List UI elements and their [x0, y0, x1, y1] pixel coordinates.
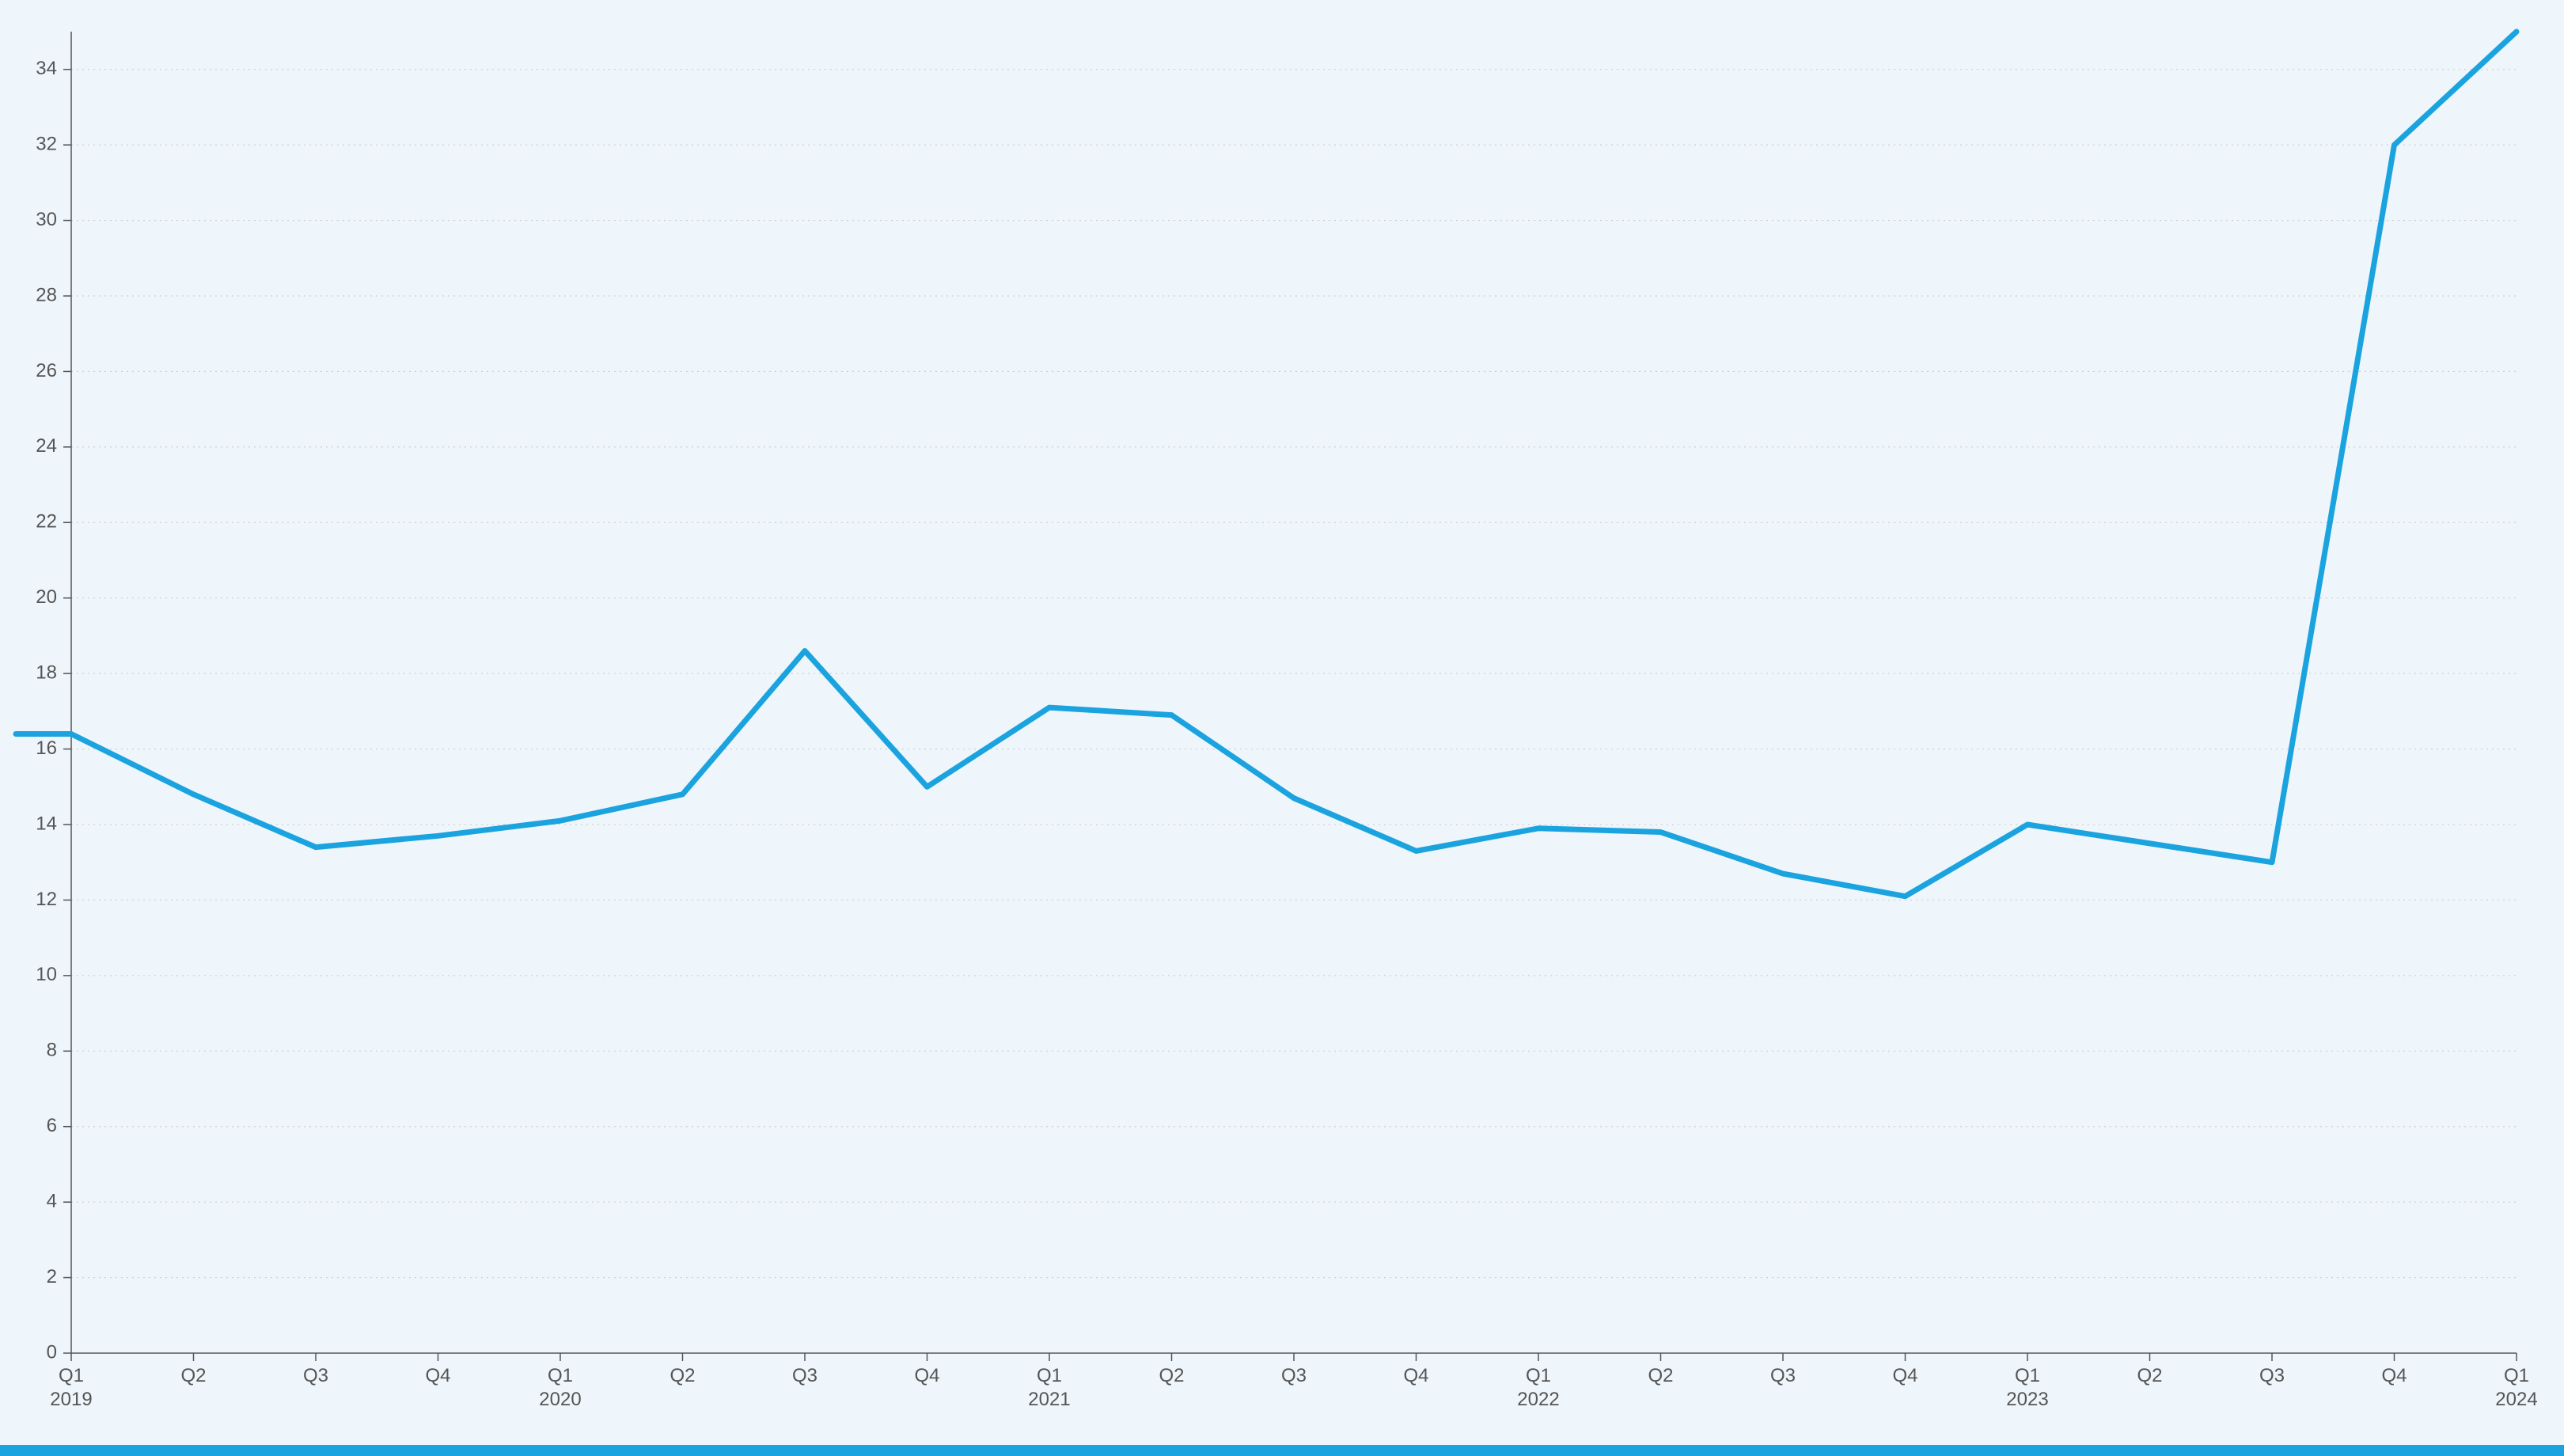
y-tick-label: 30 [36, 209, 57, 230]
x-tick-label-quarter: Q3 [1281, 1365, 1307, 1386]
x-tick-label-year: 2024 [2495, 1389, 2537, 1410]
x-tick-label-quarter: Q1 [1526, 1365, 1551, 1386]
y-tick-label: 6 [47, 1115, 57, 1136]
x-tick-label-quarter: Q4 [2381, 1365, 2407, 1386]
y-tick-label: 12 [36, 889, 57, 910]
x-tick-label-quarter: Q2 [180, 1365, 206, 1386]
y-tick-label: 16 [36, 737, 57, 759]
y-tick-label: 0 [47, 1341, 57, 1363]
x-tick-label-quarter: Q2 [1648, 1365, 1673, 1386]
x-tick-label-quarter: Q2 [2137, 1365, 2162, 1386]
x-tick-label-year: 2021 [1028, 1389, 1070, 1410]
y-tick-label: 18 [36, 662, 57, 683]
bottom-band [0, 1445, 2564, 1456]
x-tick-label-quarter: Q1 [548, 1365, 573, 1386]
y-tick-label: 22 [36, 511, 57, 533]
y-tick-label: 28 [36, 284, 57, 305]
x-tick-label-quarter: Q2 [669, 1365, 695, 1386]
chart-container: 0246810121416182022242628303234Q12019Q2Q… [0, 0, 2564, 1456]
x-tick-label-year: 2020 [539, 1389, 581, 1410]
y-tick-label: 2 [47, 1266, 57, 1287]
x-tick-label-quarter: Q2 [1159, 1365, 1184, 1386]
x-tick-label-quarter: Q4 [1892, 1365, 1917, 1386]
y-tick-label: 24 [36, 435, 57, 457]
x-tick-label-quarter: Q4 [1403, 1365, 1428, 1386]
x-tick-label-quarter: Q4 [914, 1365, 939, 1386]
x-tick-label-year: 2023 [2006, 1389, 2048, 1410]
y-tick-label: 34 [36, 58, 57, 79]
y-tick-label: 20 [36, 586, 57, 608]
x-tick-label-quarter: Q1 [59, 1365, 84, 1386]
x-tick-label-quarter: Q1 [2504, 1365, 2529, 1386]
x-tick-label-quarter: Q4 [425, 1365, 450, 1386]
x-tick-label-quarter: Q3 [792, 1365, 817, 1386]
x-tick-label-quarter: Q3 [303, 1365, 328, 1386]
y-tick-label: 10 [36, 964, 57, 985]
y-tick-label: 4 [47, 1190, 57, 1211]
x-tick-label-quarter: Q3 [1770, 1365, 1796, 1386]
x-tick-label-year: 2022 [1517, 1389, 1559, 1410]
y-tick-label: 8 [47, 1040, 57, 1061]
x-tick-label-quarter: Q1 [1037, 1365, 1062, 1386]
line-chart: 0246810121416182022242628303234Q12019Q2Q… [0, 0, 2564, 1456]
y-tick-label: 26 [36, 360, 57, 381]
y-tick-label: 32 [36, 133, 57, 154]
x-tick-label-year: 2019 [50, 1389, 92, 1410]
x-tick-label-quarter: Q1 [2015, 1365, 2040, 1386]
y-tick-label: 14 [36, 813, 57, 834]
chart-background [0, 0, 2564, 1456]
x-tick-label-quarter: Q3 [2259, 1365, 2285, 1386]
